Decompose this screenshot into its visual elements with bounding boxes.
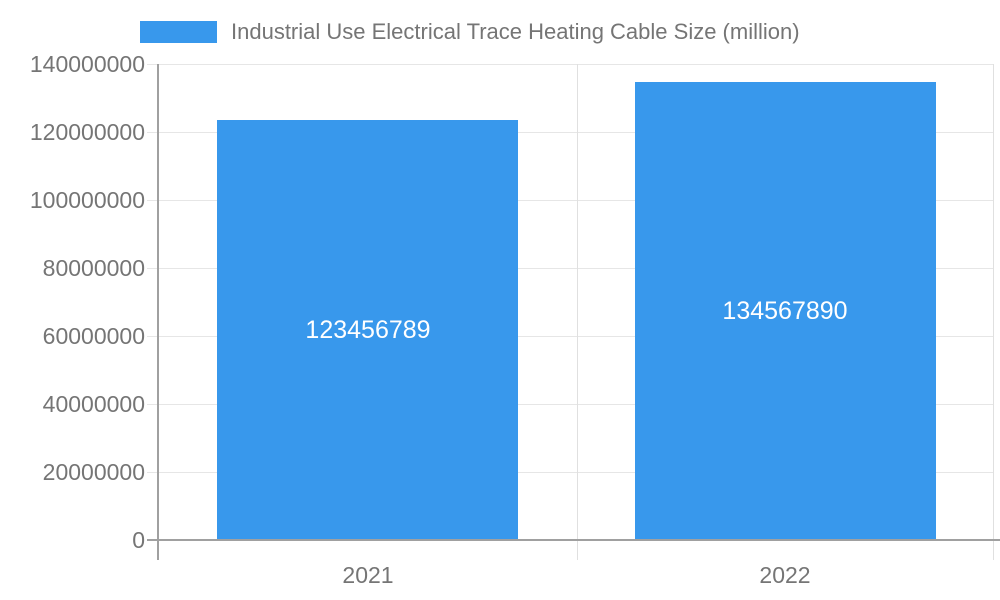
plot-right-border xyxy=(993,64,994,560)
y-tick-label: 80000000 xyxy=(42,255,145,281)
gridline-h xyxy=(147,200,994,201)
legend-swatch[interactable] xyxy=(140,21,217,43)
y-tick-label: 20000000 xyxy=(42,459,145,485)
gridline-h xyxy=(147,64,994,65)
y-tick-label: 40000000 xyxy=(42,391,145,417)
x-axis-baseline xyxy=(147,539,1000,541)
gridline-h xyxy=(147,472,994,473)
y-tick-label: 0 xyxy=(132,527,145,553)
bar-2022[interactable] xyxy=(635,82,936,540)
gridline-h xyxy=(147,132,994,133)
category-divider-line xyxy=(576,64,578,560)
legend[interactable]: Industrial Use Electrical Trace Heating … xyxy=(140,21,800,43)
bar-value-label: 134567890 xyxy=(722,297,848,325)
gridline-h xyxy=(147,336,994,337)
y-tick-label: 60000000 xyxy=(42,323,145,349)
y-tick-label: 140000000 xyxy=(29,51,145,77)
gridline-h xyxy=(147,268,994,269)
y-tick-label: 120000000 xyxy=(29,119,145,145)
y-tick-label: 100000000 xyxy=(29,187,145,213)
x-tick-label: 2022 xyxy=(759,562,811,588)
y-axis-line xyxy=(157,64,159,560)
legend-series-label: Industrial Use Electrical Trace Heating … xyxy=(231,19,800,44)
bar-value-label: 123456789 xyxy=(305,316,431,344)
x-tick-label: 2021 xyxy=(342,562,394,588)
gridline-h xyxy=(147,404,994,405)
bar-2021[interactable] xyxy=(217,120,518,540)
